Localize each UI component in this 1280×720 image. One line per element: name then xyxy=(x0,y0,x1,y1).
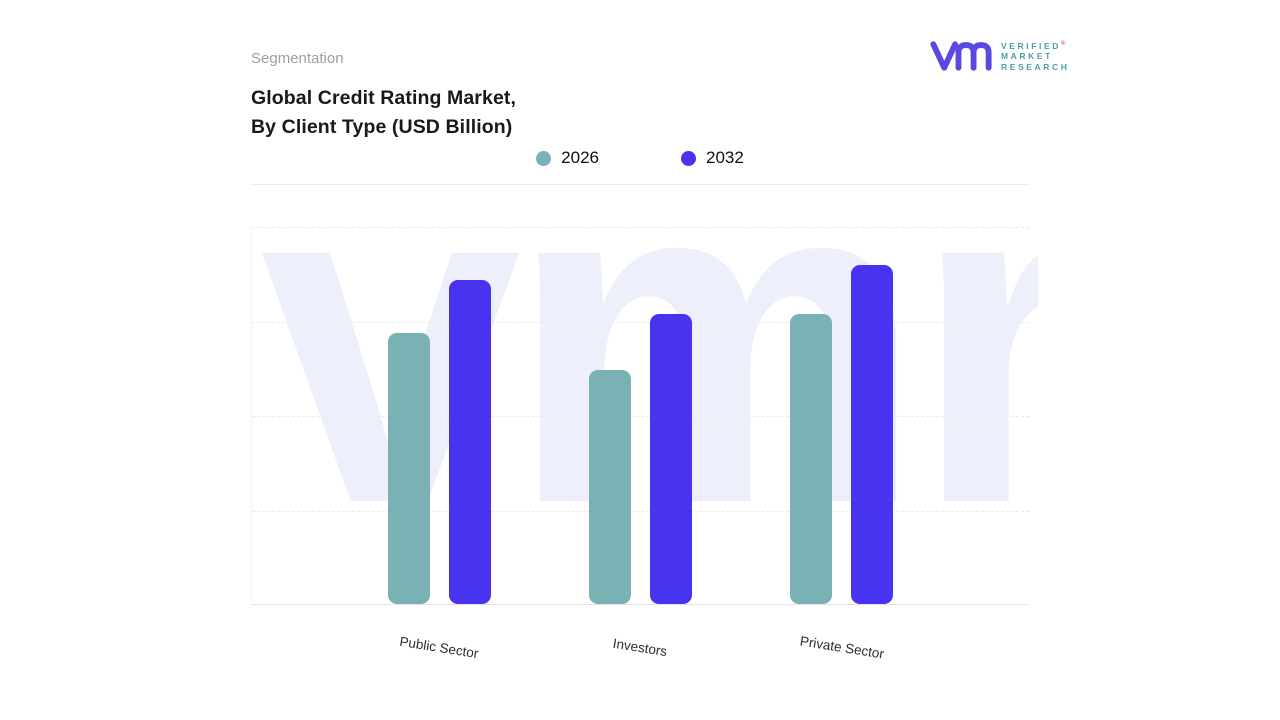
x-axis-label-public-sector: Public Sector xyxy=(398,633,480,662)
gridline xyxy=(252,321,1029,323)
gridline xyxy=(252,416,1029,417)
segmentation-label: Segmentation xyxy=(251,50,344,67)
x-axis-baseline xyxy=(252,604,1029,605)
legend-item-2032[interactable]: 2032 xyxy=(681,148,744,168)
bar-2026-investors[interactable] xyxy=(589,370,631,604)
bar-2032-public-sector[interactable] xyxy=(449,279,491,604)
bar-series-container xyxy=(252,227,1029,604)
bar-2026-private-sector[interactable] xyxy=(790,313,832,604)
bar-chart-plot-area: vmr xyxy=(251,79,1038,605)
bar-group-investors xyxy=(589,227,692,604)
x-axis-label-investors: Investors xyxy=(611,635,669,660)
vmr-logo-text: VERIFIED® MARKET RESEARCH xyxy=(1001,40,1070,73)
legend: 2026 2032 xyxy=(251,148,1029,168)
vmr-monogram-icon xyxy=(930,41,992,71)
legend-item-2026[interactable]: 2026 xyxy=(536,148,599,168)
legend-label-2026: 2026 xyxy=(561,148,599,167)
bar-2026-public-sector[interactable] xyxy=(388,332,430,604)
bar-group-private-sector xyxy=(790,227,893,604)
legend-swatch-2026 xyxy=(536,150,552,166)
header-divider xyxy=(251,184,1029,185)
chart-title-line2: By Client Type (USD Billion) xyxy=(251,116,513,138)
chart-title: Global Credit Rating Market, By Client T… xyxy=(251,84,516,142)
x-axis-labels: Public Sector Investors Private Sector xyxy=(251,628,1029,688)
x-axis-label-private-sector: Private Sector xyxy=(798,633,886,662)
gridline xyxy=(252,227,1029,228)
legend-swatch-2032 xyxy=(681,150,696,166)
bar-group-public-sector xyxy=(388,227,491,604)
chart-title-line1: Global Credit Rating Market, xyxy=(251,87,517,109)
bar-2032-private-sector[interactable] xyxy=(851,264,893,604)
bar-2032-investors[interactable] xyxy=(650,313,692,604)
legend-label-2032: 2032 xyxy=(706,148,744,167)
logo-line-verified: VERIFIED® xyxy=(1001,40,1066,51)
vmr-logo: VERIFIED® MARKET RESEARCH xyxy=(930,38,1070,74)
gridline xyxy=(252,510,1029,512)
registered-mark: ® xyxy=(1061,40,1066,47)
logo-line-research: RESEARCH xyxy=(1001,62,1070,73)
logo-line-market: MARKET xyxy=(1001,51,1053,62)
